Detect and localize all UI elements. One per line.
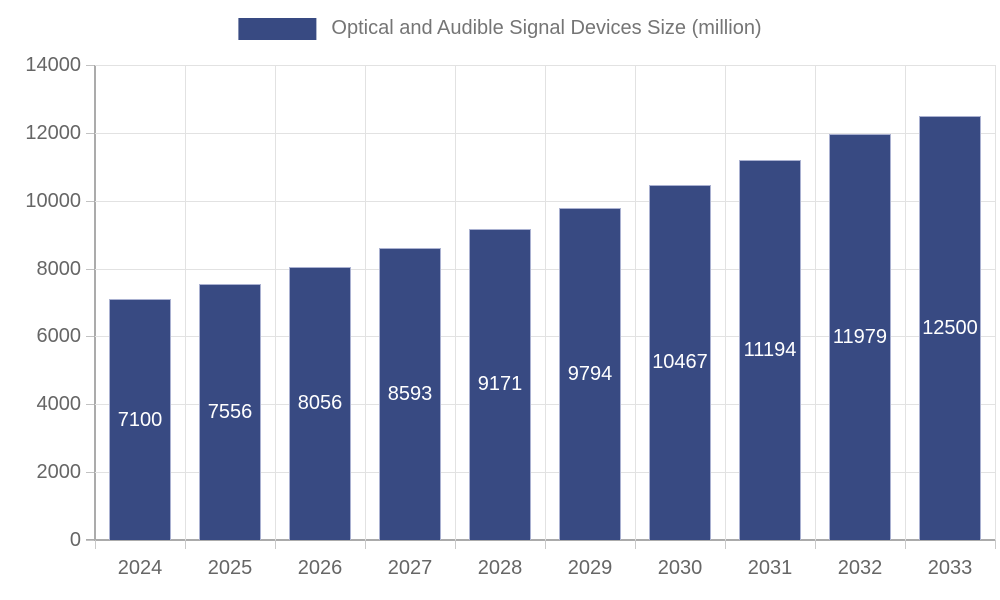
vertical-gridline	[455, 65, 456, 540]
x-axis-tick-label: 2024	[117, 557, 163, 579]
bar[interactable]: 7556	[199, 283, 261, 540]
x-axis-line	[86, 539, 996, 541]
y-axis-tick-label: 4000	[36, 393, 82, 416]
y-axis-tick-label: 6000	[36, 325, 82, 348]
vertical-gridline	[995, 65, 996, 540]
bar-value-label: 8593	[387, 383, 433, 406]
vertical-gridline	[905, 65, 906, 540]
y-axis-tick-label: 12000	[25, 121, 81, 144]
x-axis-tick-label: 2033	[927, 557, 973, 579]
vertical-gridline	[725, 65, 726, 540]
bar-value-label: 7100	[117, 408, 163, 431]
bar[interactable]: 9171	[469, 228, 531, 540]
bar[interactable]: 8056	[289, 266, 351, 540]
y-axis-tick	[86, 472, 94, 474]
vertical-gridline	[545, 65, 546, 540]
legend[interactable]: Optical and Audible Signal Devices Size …	[238, 17, 762, 40]
vertical-gridline	[365, 65, 366, 540]
bar[interactable]: 11979	[829, 133, 891, 540]
vertical-gridline	[275, 65, 276, 540]
y-axis-tick-label: 8000	[36, 257, 82, 280]
y-axis-tick-label: 2000	[36, 461, 82, 484]
bar-value-label: 10467	[652, 351, 708, 374]
x-axis-tick-label: 2032	[837, 557, 883, 579]
legend-swatch	[238, 17, 317, 40]
y-axis-tick	[86, 336, 94, 338]
y-axis-tick	[86, 404, 94, 406]
bar[interactable]: 8593	[379, 248, 441, 540]
x-axis-tick	[995, 540, 996, 549]
bar[interactable]: 7100	[109, 299, 171, 540]
x-axis-tick-label: 2028	[477, 557, 523, 579]
bar-value-label: 12500	[922, 316, 978, 339]
plot-area: 0 2000 4000 6000 8000 10000 12000 14000 7100 2024…	[25, 54, 996, 579]
vertical-gridline	[815, 65, 816, 540]
y-axis-tick	[86, 200, 94, 202]
y-axis-tick	[86, 132, 94, 134]
bar-value-label: 9794	[567, 362, 613, 385]
bar[interactable]: 10467	[649, 184, 711, 540]
y-axis-tick	[86, 268, 94, 270]
x-axis-tick	[455, 540, 456, 549]
bar[interactable]: 12500	[919, 115, 981, 540]
bar[interactable]: 11194	[739, 160, 801, 540]
y-axis-line	[94, 65, 96, 540]
bar-value-label: 11979	[832, 325, 888, 348]
bar-value-label: 8056	[297, 392, 343, 415]
legend-label: Optical and Audible Signal Devices Size …	[331, 17, 762, 39]
x-axis-tick-label: 2027	[387, 557, 433, 579]
bar-value-label: 7556	[207, 400, 253, 423]
x-axis-tick	[635, 540, 636, 549]
x-axis-tick	[545, 540, 546, 549]
x-axis-tick	[725, 540, 726, 549]
vertical-gridline	[185, 65, 186, 540]
x-axis-tick	[365, 540, 366, 549]
y-axis-tick	[86, 65, 94, 66]
bar-value-label: 9171	[477, 373, 523, 396]
x-axis-tick	[95, 540, 96, 549]
x-axis-tick	[815, 540, 816, 549]
y-axis-tick-label: 0	[69, 529, 81, 551]
x-axis-tick-label: 2029	[567, 557, 613, 579]
y-axis-tick-label: 14000	[25, 54, 81, 76]
vertical-gridline	[635, 65, 636, 540]
bar-value-label: 11194	[743, 339, 797, 362]
x-axis-tick	[275, 540, 276, 549]
x-axis-tick	[905, 540, 906, 549]
x-axis-tick-label: 2025	[207, 557, 253, 579]
bar[interactable]: 9794	[559, 207, 621, 540]
x-axis-tick-label: 2031	[747, 557, 793, 579]
x-axis-tick-label: 2030	[657, 557, 703, 579]
y-axis-tick-label: 10000	[25, 189, 81, 212]
x-axis-tick	[185, 540, 186, 549]
y-axis-tick	[86, 540, 94, 541]
x-axis-tick-label: 2026	[297, 557, 343, 579]
